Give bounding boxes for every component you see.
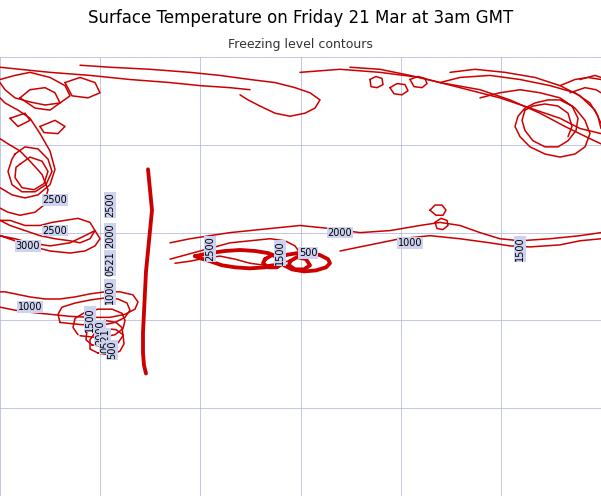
Text: 2500: 2500 xyxy=(105,192,115,217)
Text: 1500: 1500 xyxy=(515,237,525,261)
Text: 1000: 1000 xyxy=(398,238,423,248)
Text: 2000: 2000 xyxy=(95,320,105,345)
Text: 1500: 1500 xyxy=(275,241,285,265)
Text: 0521: 0521 xyxy=(105,251,115,276)
Text: 2000: 2000 xyxy=(328,228,352,238)
Text: 3000: 3000 xyxy=(16,241,40,251)
Text: 2000: 2000 xyxy=(105,223,115,248)
Text: 2500: 2500 xyxy=(205,237,215,261)
Text: 1000: 1000 xyxy=(18,302,42,312)
Text: 2500: 2500 xyxy=(43,226,67,236)
Text: Surface Temperature on Friday 21 Mar at 3am GMT: Surface Temperature on Friday 21 Mar at … xyxy=(88,9,513,27)
Text: Freezing level contours: Freezing level contours xyxy=(228,38,373,51)
Text: 2500: 2500 xyxy=(43,195,67,205)
Text: 1500: 1500 xyxy=(85,307,95,332)
Text: 1000: 1000 xyxy=(105,280,115,304)
Text: 500: 500 xyxy=(107,341,117,359)
Text: 0521: 0521 xyxy=(100,328,110,353)
Text: 500: 500 xyxy=(299,248,317,258)
